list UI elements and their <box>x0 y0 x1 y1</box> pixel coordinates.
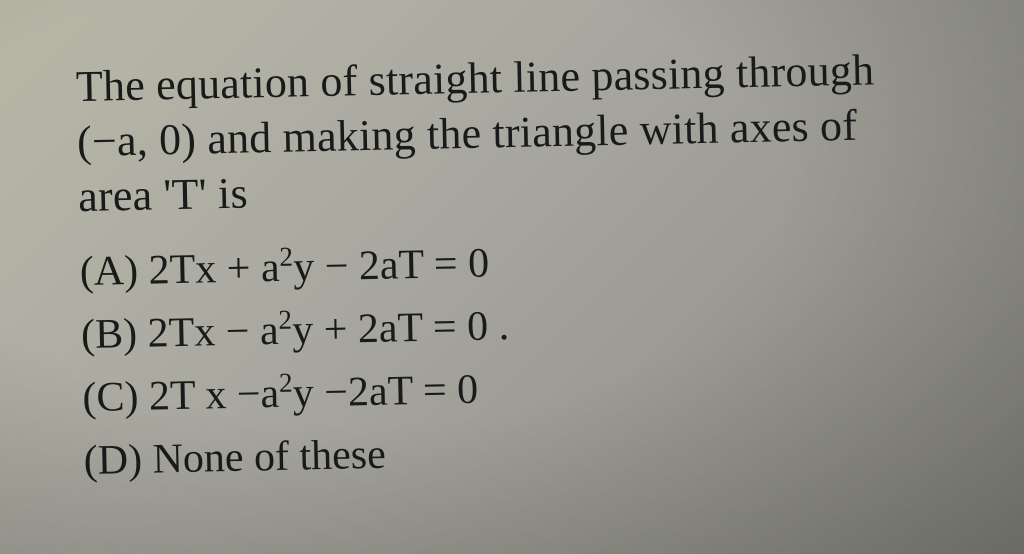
option-c-label: (C) <box>82 374 139 421</box>
options-list: (A) 2Tx + a2y − 2aT = 0 (B) 2Tx − a2y + … <box>79 223 988 491</box>
question-line-2: (−a, 0) and making the triangle with axe… <box>77 101 858 166</box>
question-line-3: area 'T' is <box>78 169 249 222</box>
option-d-label: (D) <box>83 436 142 483</box>
page-container: The equation of straight line passing th… <box>0 0 1024 554</box>
option-b-label: (B) <box>81 311 138 358</box>
question-text: The equation of straight line passing th… <box>75 40 982 224</box>
option-d-text: None of these <box>152 431 386 482</box>
option-b-text: 2Tx − a2y + 2aT = 0 . <box>147 303 509 357</box>
question-line-1: The equation of straight line passing th… <box>75 45 874 111</box>
option-a-label: (A) <box>79 248 138 295</box>
option-a-text: 2Tx + a2y − 2aT = 0 <box>148 240 489 293</box>
option-c-text: 2T x −a2y −2aT = 0 <box>148 367 478 420</box>
